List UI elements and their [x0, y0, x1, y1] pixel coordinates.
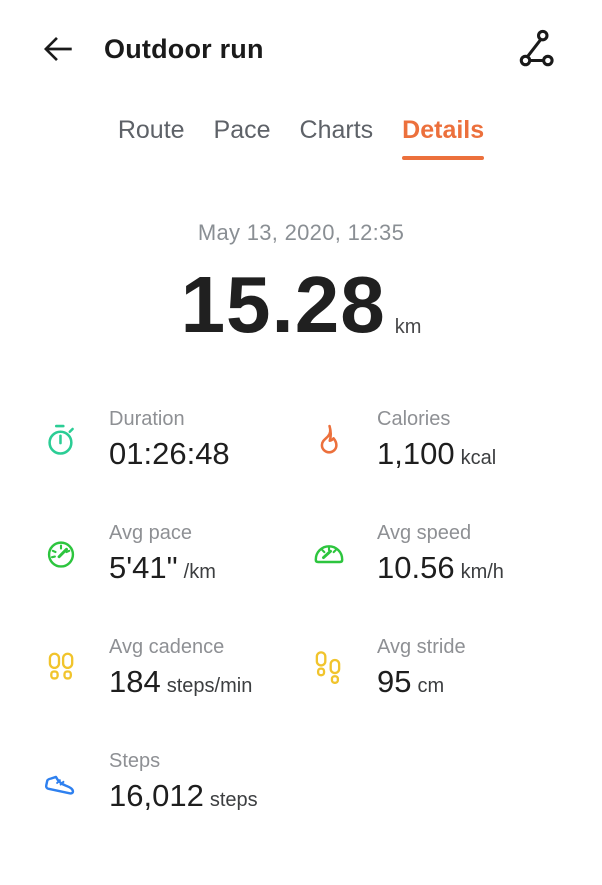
tab-pace[interactable]: Pace: [213, 116, 271, 144]
stat-label: Avg cadence: [109, 635, 225, 658]
stat-label: Avg pace: [109, 521, 193, 544]
stat-value: 1,100: [377, 435, 455, 471]
speedometer-icon: [314, 544, 344, 563]
page-title: Outdoor run: [104, 33, 264, 64]
shoe-icon: [44, 775, 75, 795]
stat-value: 95: [377, 663, 412, 699]
stat-label: Duration: [109, 407, 185, 430]
stat-steps: Steps 16,012 steps: [42, 750, 310, 814]
stat-avg-cadence: Avg cadence 184 steps/min: [42, 636, 310, 700]
tab-details[interactable]: Details: [402, 116, 485, 160]
arrow-left-icon: [43, 36, 72, 62]
stat-avg-stride: Avg stride 95 cm: [310, 636, 578, 700]
stat-unit: /km: [183, 560, 216, 583]
stopwatch-icon: [48, 424, 74, 455]
stat-value: 5'41": [109, 549, 178, 585]
stat-unit: steps/min: [166, 674, 253, 697]
header: Outdoor run: [0, 0, 602, 72]
stat-calories: Calories 1,100 kcal: [310, 408, 578, 472]
stats-grid: Duration 01:26:48 Calories 1,100 kcal: [0, 408, 602, 814]
distance-value: 15.28: [180, 260, 386, 349]
stat-value: 10.56: [377, 549, 455, 585]
stat-label: Calories: [377, 407, 451, 430]
stat-value: 01:26:48: [109, 435, 230, 471]
stat-unit: kcal: [460, 446, 497, 469]
footprints-icon: [48, 652, 74, 680]
active-tab-underline: [402, 156, 485, 160]
stat-value: 184: [109, 663, 161, 699]
stat-unit: cm: [417, 674, 445, 697]
footprints-offset-icon: [315, 650, 341, 684]
share-button[interactable]: [514, 26, 560, 72]
flame-icon: [320, 424, 338, 454]
back-button[interactable]: [38, 29, 78, 69]
tab-bar: Route Pace Charts Details: [0, 116, 602, 160]
stat-avg-pace: Avg pace 5'41" /km: [42, 522, 310, 586]
gauge-icon: [47, 540, 75, 568]
distance-unit: km: [394, 315, 422, 338]
stat-value: 16,012: [109, 777, 204, 813]
stat-unit: km/h: [460, 560, 504, 583]
share-route-icon: [519, 29, 554, 67]
stat-duration: Duration 01:26:48: [42, 408, 310, 472]
distance-summary: 15.28 km: [0, 264, 602, 346]
tab-details-label: Details: [402, 116, 485, 144]
stat-label: Steps: [109, 749, 161, 772]
tab-charts[interactable]: Charts: [299, 116, 374, 144]
tab-route[interactable]: Route: [117, 116, 185, 144]
stat-unit: steps: [209, 788, 258, 811]
stat-avg-speed: Avg speed 10.56 km/h: [310, 522, 578, 586]
workout-datetime: May 13, 2020, 12:35: [197, 220, 405, 245]
stat-label: Avg speed: [377, 521, 472, 544]
stat-label: Avg stride: [377, 635, 466, 658]
